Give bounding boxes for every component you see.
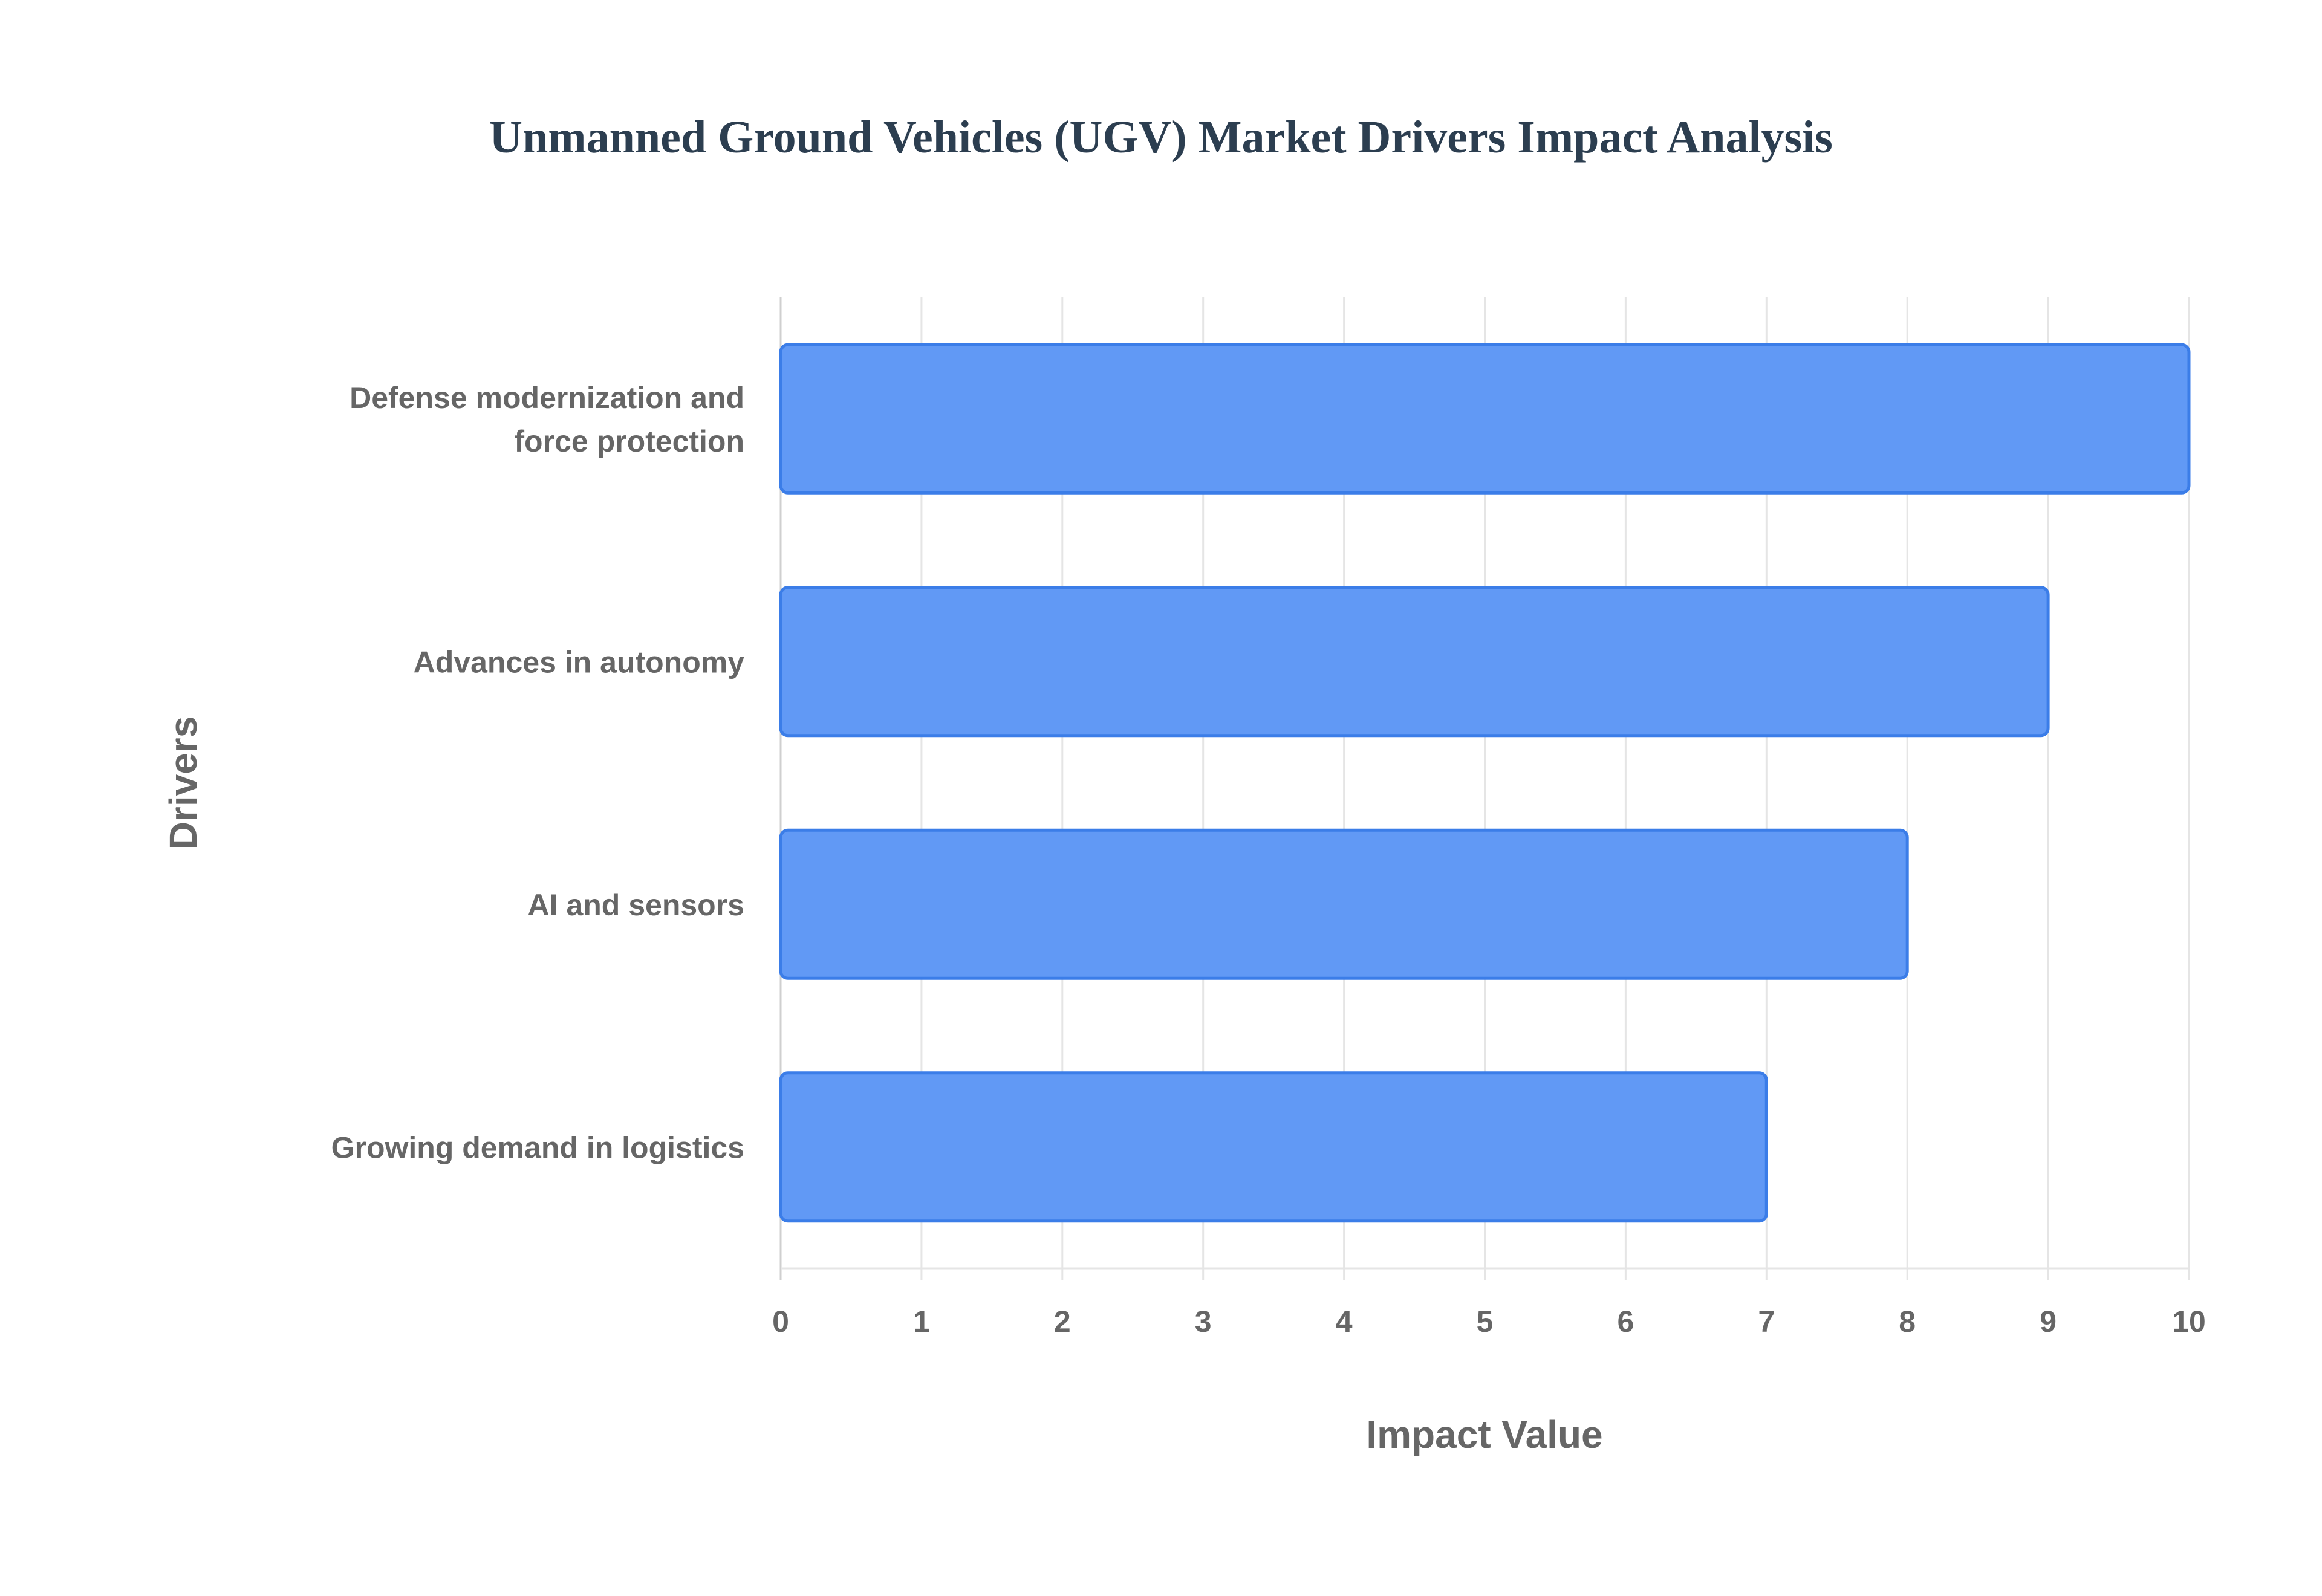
x-tick-label: 2 [1054, 1305, 1071, 1338]
bar [779, 343, 2191, 495]
x-tick-label: 5 [1477, 1305, 1494, 1338]
y-tick-label: Advances in autonomy [414, 645, 745, 679]
bar [779, 586, 2050, 738]
x-tick-label: 1 [913, 1305, 930, 1338]
x-tick-label: 10 [2172, 1305, 2206, 1338]
y-axis-title: Drivers [161, 716, 205, 850]
x-axis-title: Impact Value [1366, 1413, 1602, 1456]
x-tick-label: 7 [1758, 1305, 1775, 1338]
x-tick-label: 3 [1195, 1305, 1212, 1338]
x-tick-label: 0 [772, 1305, 789, 1338]
x-tick-label: 8 [1899, 1305, 1916, 1338]
bar [779, 1071, 1768, 1223]
bar [779, 828, 1909, 980]
x-tick-labels: 0 1 2 3 4 5 6 7 8 9 10 [772, 1305, 2206, 1338]
x-tick-label: 9 [2040, 1305, 2057, 1338]
y-tick-label: Defense modernization and force protectio… [350, 381, 744, 458]
y-tick-labels: Defense modernization and force protectio… [331, 381, 745, 1165]
y-tick-label: Growing demand in logistics [331, 1130, 744, 1164]
chart-title: Unmanned Ground Vehicles (UGV) Market Dr… [489, 112, 1833, 163]
bars [779, 343, 2191, 1223]
x-tick-label: 6 [1617, 1305, 1634, 1338]
y-tick-label: AI and sensors [528, 888, 744, 922]
x-tick-label: 4 [1336, 1305, 1353, 1338]
